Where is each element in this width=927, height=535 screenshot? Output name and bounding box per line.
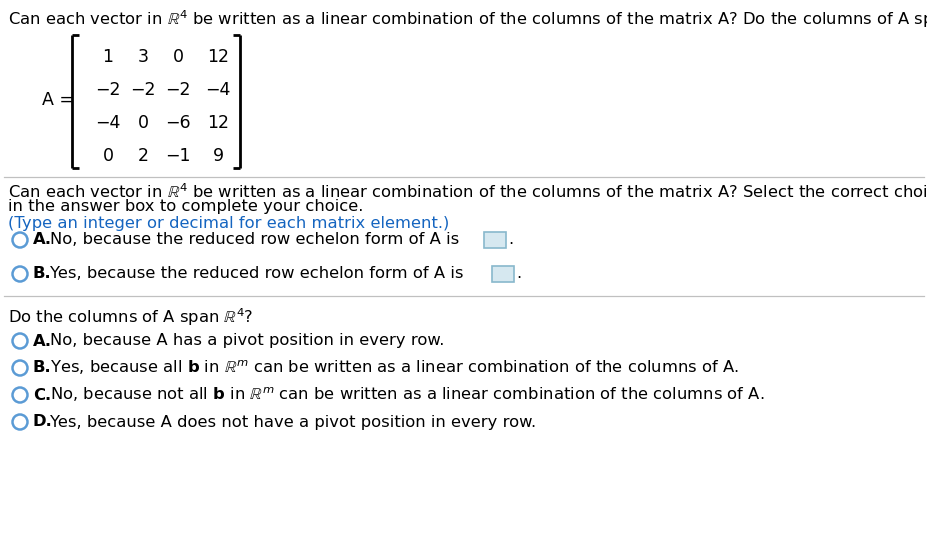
Text: 9: 9 [212, 147, 223, 165]
Text: A.: A. [33, 233, 52, 248]
Text: 0: 0 [137, 114, 148, 132]
Text: 0: 0 [172, 48, 184, 66]
Text: No, because the reduced row echelon form of A is: No, because the reduced row echelon form… [50, 233, 459, 248]
Text: −4: −4 [205, 81, 231, 99]
Text: A.: A. [33, 333, 52, 348]
Text: Yes, because all $\mathbf{b}$ in $\mathbb{R}^{m}$ can be written as a linear com: Yes, because all $\mathbf{b}$ in $\mathb… [50, 358, 738, 377]
Text: in the answer box to complete your choice.: in the answer box to complete your choic… [8, 199, 363, 214]
Text: −4: −4 [95, 114, 121, 132]
Text: C.: C. [33, 387, 51, 402]
Text: B.: B. [33, 266, 52, 281]
Text: −2: −2 [130, 81, 156, 99]
Text: −1: −1 [165, 147, 191, 165]
Text: B.: B. [33, 361, 52, 376]
Text: 2: 2 [137, 147, 148, 165]
Text: Can each vector in $\mathbb{R}^4$ be written as a linear combination of the colu: Can each vector in $\mathbb{R}^4$ be wri… [8, 8, 927, 30]
Text: 0: 0 [102, 147, 113, 165]
Text: (Type an integer or decimal for each matrix element.): (Type an integer or decimal for each mat… [8, 216, 449, 231]
Text: Yes, because the reduced row echelon form of A is: Yes, because the reduced row echelon for… [50, 266, 463, 281]
Text: No, because not all $\mathbf{b}$ in $\mathbb{R}^{m}$ can be written as a linear : No, because not all $\mathbf{b}$ in $\ma… [50, 386, 764, 404]
Text: 12: 12 [207, 48, 229, 66]
Text: Yes, because A does not have a pivot position in every row.: Yes, because A does not have a pivot pos… [50, 415, 536, 430]
FancyBboxPatch shape [491, 266, 514, 282]
FancyBboxPatch shape [484, 232, 505, 248]
Text: Can each vector in $\mathbb{R}^4$ be written as a linear combination of the colu: Can each vector in $\mathbb{R}^4$ be wri… [8, 182, 927, 201]
Text: .: . [507, 233, 513, 248]
Text: A =: A = [42, 91, 74, 109]
Text: .: . [515, 266, 521, 281]
Text: −2: −2 [165, 81, 191, 99]
Text: −2: −2 [95, 81, 121, 99]
Text: 1: 1 [102, 48, 113, 66]
Text: −6: −6 [165, 114, 191, 132]
Text: No, because A has a pivot position in every row.: No, because A has a pivot position in ev… [50, 333, 444, 348]
Text: 12: 12 [207, 114, 229, 132]
Text: Do the columns of A span $\mathbb{R}^4$?: Do the columns of A span $\mathbb{R}^4$? [8, 306, 253, 328]
Text: 3: 3 [137, 48, 148, 66]
Text: D.: D. [33, 415, 53, 430]
